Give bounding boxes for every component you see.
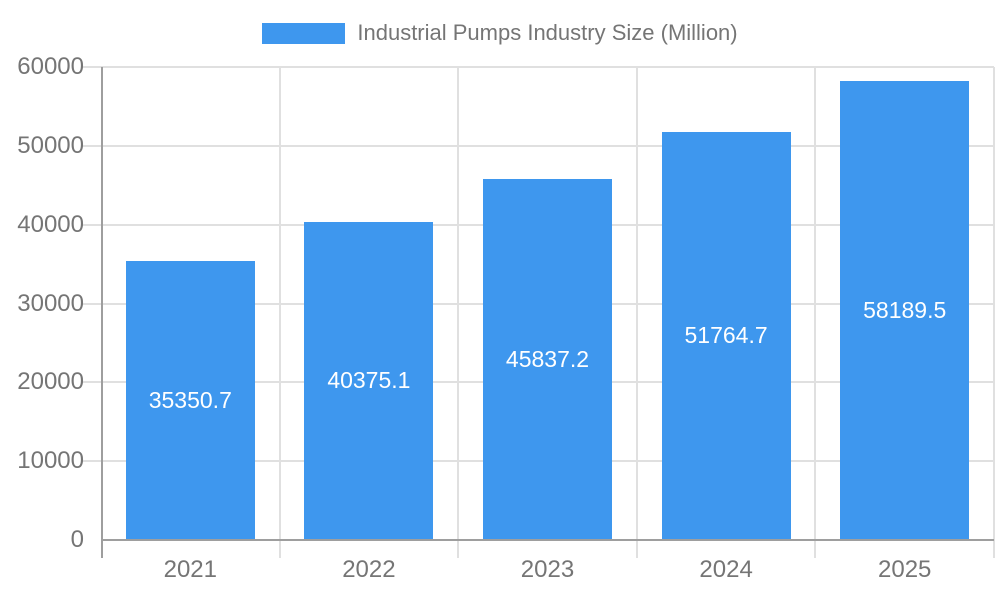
gridline-y-50000 bbox=[81, 144, 994, 147]
x-category-label-2023: 2023 bbox=[520, 556, 575, 583]
bar-2024: 51764.7 bbox=[661, 131, 791, 540]
y-tick-label-20000: 20000 bbox=[17, 368, 84, 396]
legend-swatch-icon bbox=[262, 22, 346, 44]
y-tick-label-50000: 50000 bbox=[17, 131, 84, 159]
bar-value-label-2023: 45837.2 bbox=[505, 345, 590, 372]
x-category-label-2025: 2025 bbox=[877, 556, 932, 583]
x-category-label-2024: 2024 bbox=[699, 556, 753, 583]
bar-2022: 40375.1 bbox=[304, 221, 434, 540]
category-separator bbox=[635, 67, 638, 558]
y-tick-label-30000: 30000 bbox=[17, 289, 84, 317]
y-tick-label-60000: 60000 bbox=[17, 53, 84, 80]
category-separator bbox=[814, 67, 817, 558]
bar-value-label-2024: 51764.7 bbox=[684, 322, 768, 349]
plot-area: 35350.7 40375.1 45837.2 51764.7 58189.5 bbox=[81, 66, 995, 558]
y-tick-label-0: 0 bbox=[70, 526, 84, 553]
chart-legend: Industrial Pumps Industry Size (Million) bbox=[0, 20, 1000, 46]
bar-value-label-2025: 58189.5 bbox=[863, 297, 947, 324]
y-tick-label-10000: 10000 bbox=[17, 447, 84, 475]
x-category-label-2022: 2022 bbox=[342, 556, 396, 583]
bar-2021: 35350.7 bbox=[125, 261, 255, 540]
legend-label: Industrial Pumps Industry Size (Million) bbox=[357, 20, 738, 45]
bar-2025: 58189.5 bbox=[840, 81, 970, 540]
y-axis-line bbox=[101, 67, 103, 558]
gridline-y-60000 bbox=[81, 66, 994, 68]
category-separator bbox=[457, 67, 460, 558]
bar-2023: 45837.2 bbox=[483, 178, 612, 540]
bar-value-label-2021: 35350.7 bbox=[148, 387, 232, 414]
category-separator bbox=[278, 67, 281, 558]
category-separator bbox=[993, 67, 995, 558]
x-axis-line bbox=[101, 539, 994, 541]
x-category-label-2021: 2021 bbox=[163, 556, 217, 583]
y-tick-label-40000: 40000 bbox=[17, 210, 84, 238]
bar-value-label-2022: 40375.1 bbox=[327, 367, 411, 394]
